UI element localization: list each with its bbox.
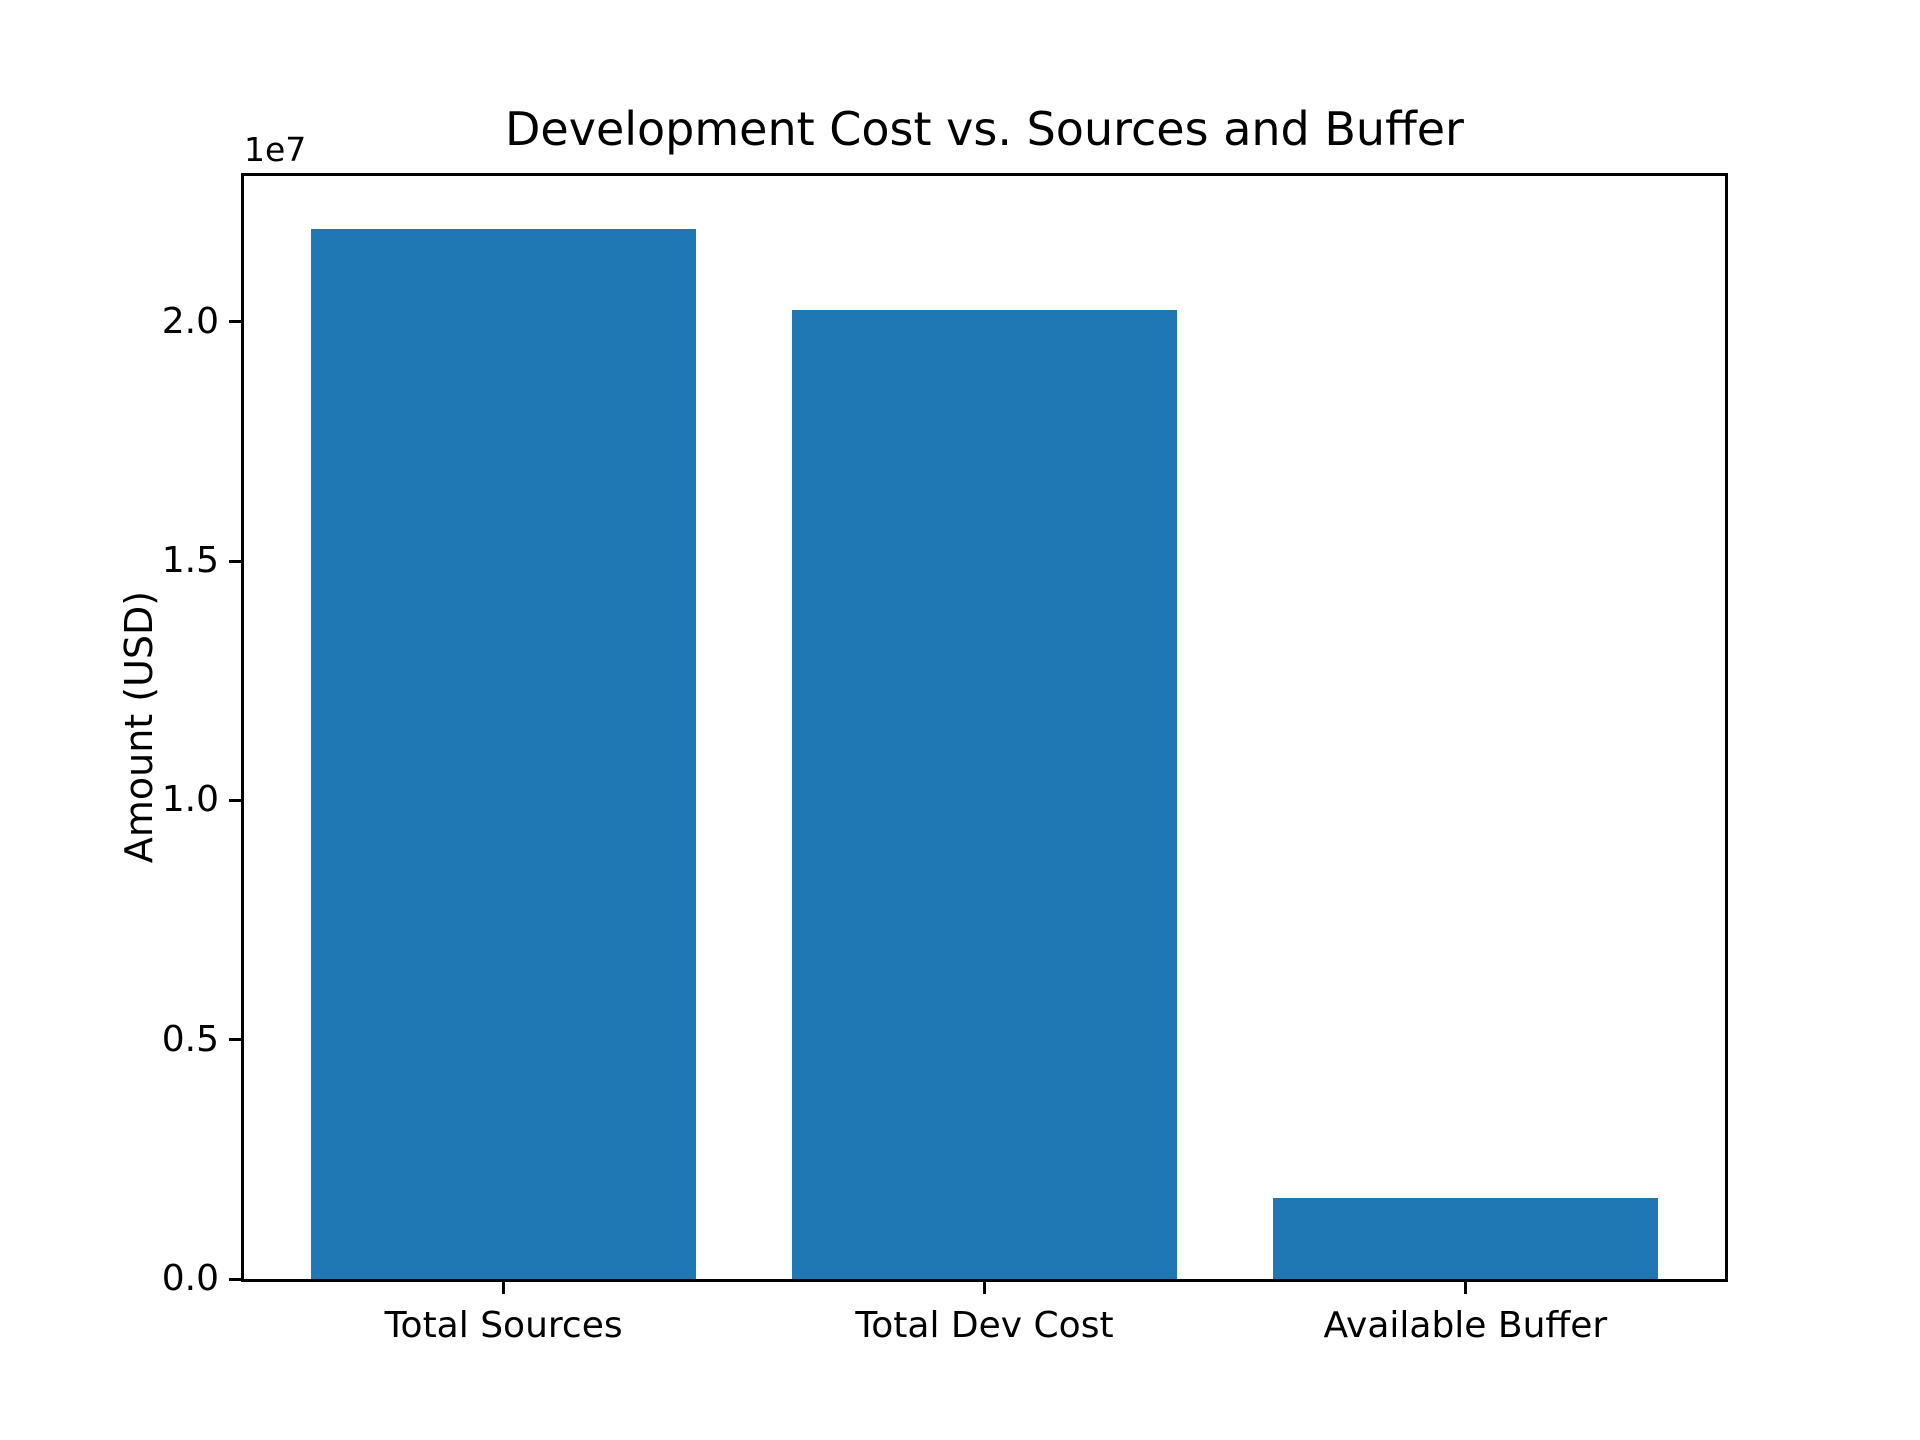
y-tick-mark	[229, 1038, 241, 1042]
y-tick-label: 1.0	[161, 779, 219, 821]
y-tick-label: 0.5	[161, 1018, 219, 1060]
plot-area	[241, 173, 1728, 1282]
x-tick-mark	[502, 1282, 506, 1294]
y-tick-label: 2.0	[161, 300, 219, 342]
y-tick-mark	[229, 559, 241, 563]
x-tick-label: Available Buffer	[1323, 1305, 1608, 1346]
y-tick-label: 1.5	[161, 540, 219, 582]
y-axis-label: Amount (USD)	[117, 590, 161, 864]
y-axis-offset-label: 1e7	[244, 130, 307, 169]
x-tick-mark	[983, 1282, 986, 1294]
x-tick-mark	[1463, 1282, 1467, 1294]
y-tick-mark	[229, 1277, 241, 1281]
bar-total-sources	[311, 228, 696, 1279]
x-tick-label: Total Dev Cost	[855, 1305, 1114, 1346]
bar-total-dev-cost	[792, 309, 1177, 1279]
bar-available-buffer	[1273, 1197, 1658, 1279]
chart-title: Development Cost vs. Sources and Buffer	[505, 102, 1464, 156]
x-tick-label: Total Sources	[384, 1305, 623, 1346]
y-tick-mark	[229, 320, 241, 324]
y-tick-mark	[229, 798, 241, 802]
y-tick-label: 0.0	[161, 1258, 219, 1299]
